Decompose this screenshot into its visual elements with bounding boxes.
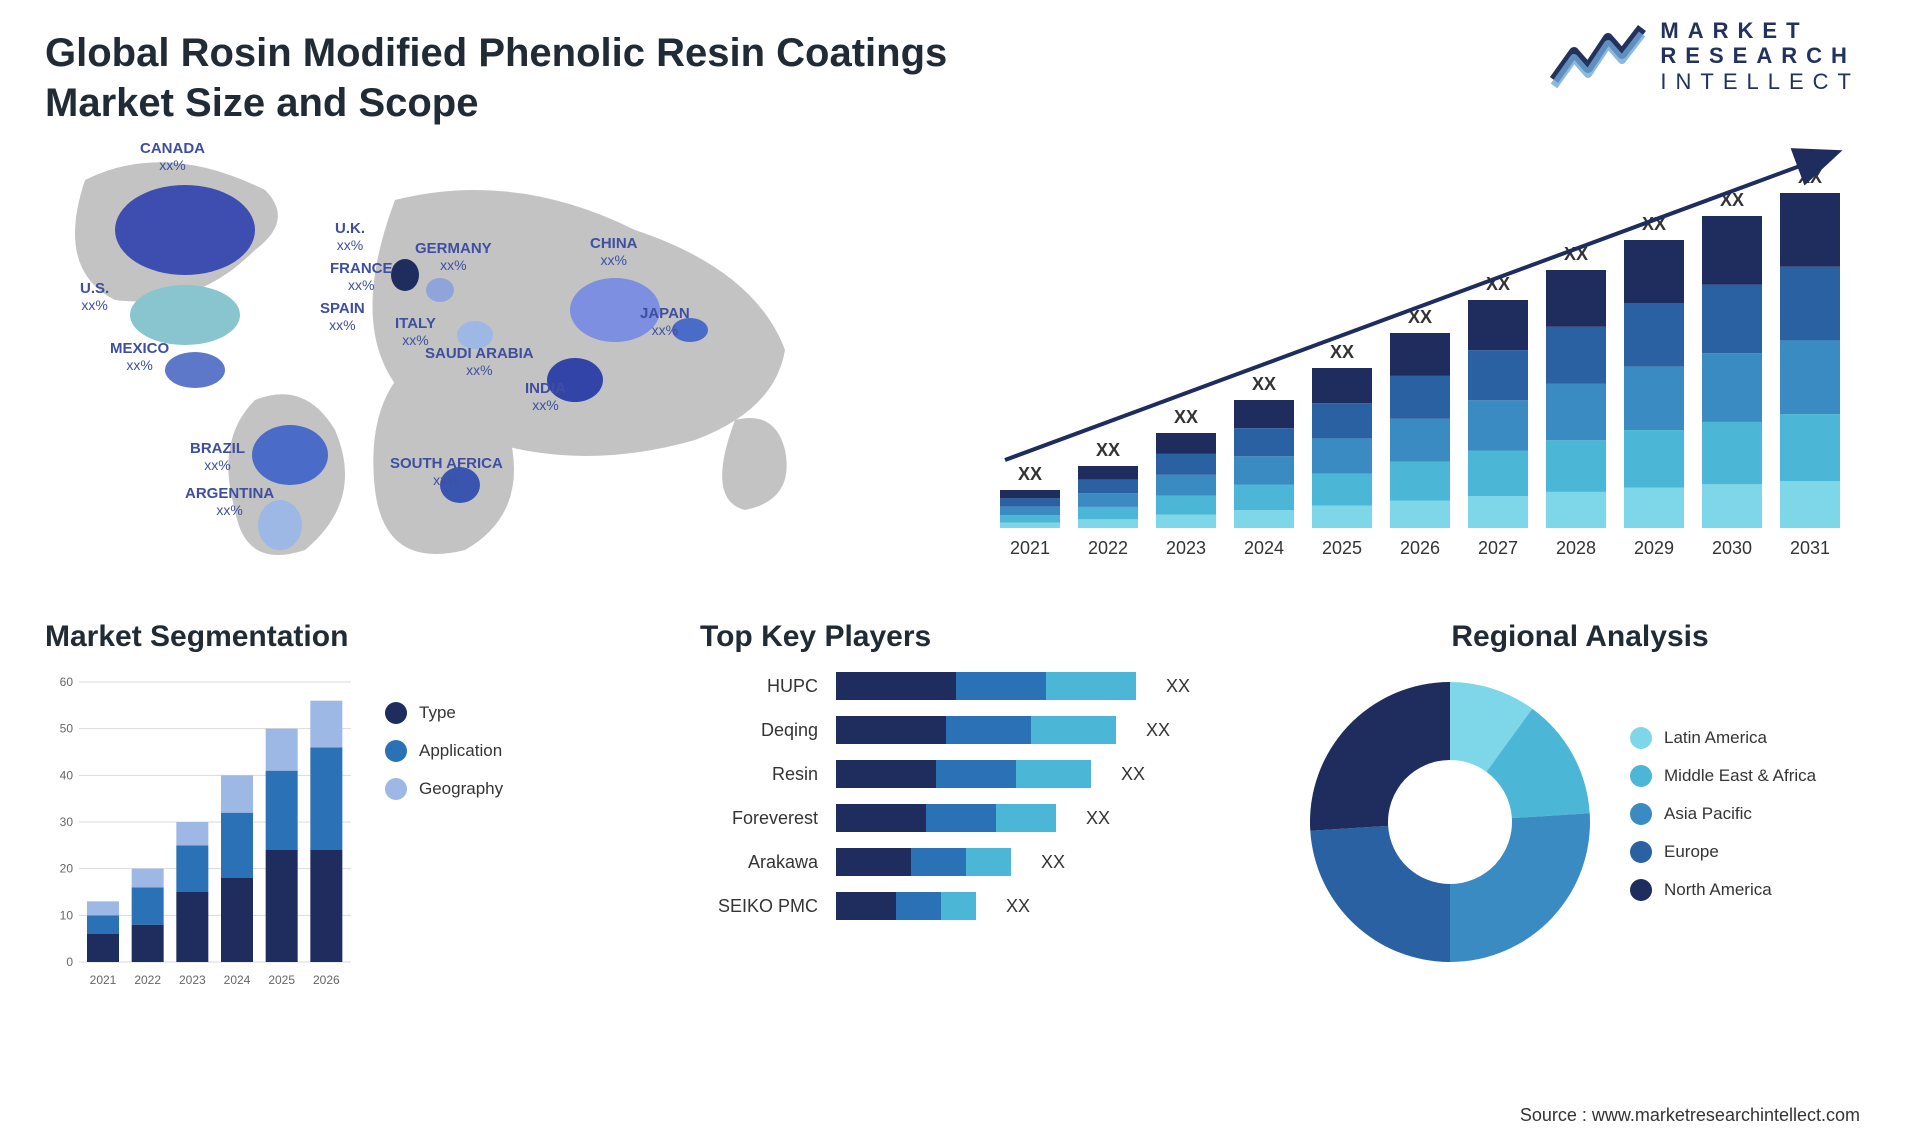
svg-text:2026: 2026 xyxy=(313,973,340,987)
svg-text:2028: 2028 xyxy=(1556,538,1596,558)
svg-text:50: 50 xyxy=(60,722,74,736)
segmentation-chart: 0 10 20 30 40 50 60 2021 2022 2023 2024 2025 2026 xyxy=(45,672,355,992)
svg-text:2024: 2024 xyxy=(1244,538,1284,558)
regional-title: Regional Analysis xyxy=(1300,620,1860,654)
svg-text:2023: 2023 xyxy=(179,973,206,987)
svg-text:2027: 2027 xyxy=(1478,538,1518,558)
segmentation-legend: Type Application Geography xyxy=(385,672,503,992)
legend-item: Asia Pacific xyxy=(1630,803,1816,825)
country-label: SPAINxx% xyxy=(320,300,365,333)
svg-text:10: 10 xyxy=(60,908,74,922)
country-label: FRANCExx% xyxy=(330,260,393,293)
svg-text:2023: 2023 xyxy=(1166,538,1206,558)
svg-text:2022: 2022 xyxy=(134,973,161,987)
segmentation-panel: Market Segmentation 0 10 20 30 40 50 60 2021 202… xyxy=(45,620,535,992)
country-label: U.K.xx% xyxy=(335,220,365,253)
svg-text:2021: 2021 xyxy=(90,973,117,987)
legend-item: Application xyxy=(385,740,503,762)
svg-text:2030: 2030 xyxy=(1712,538,1752,558)
svg-text:2021: 2021 xyxy=(1010,538,1050,558)
players-panel: Top Key Players HUPCXX DeqingXX ResinXX For… xyxy=(700,620,1240,936)
legend-item: Europe xyxy=(1630,841,1816,863)
svg-text:XX: XX xyxy=(1330,342,1354,362)
svg-text:2026: 2026 xyxy=(1400,538,1440,558)
page-title: Global Rosin Modified Phenolic Resin Coa… xyxy=(45,28,985,128)
country-label: ARGENTINAxx% xyxy=(185,485,274,518)
svg-text:2025: 2025 xyxy=(1322,538,1362,558)
svg-text:XX: XX xyxy=(1018,464,1042,484)
world-map-panel: CANADAxx% U.S.xx%MEXICOxx% BRAZILxx% ARGENT… xyxy=(45,140,865,570)
legend-item: Middle East & Africa xyxy=(1630,765,1816,787)
svg-text:2025: 2025 xyxy=(268,973,295,987)
svg-text:40: 40 xyxy=(60,768,74,782)
player-row: ArakawaXX xyxy=(700,848,1240,876)
players-chart: HUPCXX DeqingXX ResinXX ForeverestXX Arakawa… xyxy=(700,672,1240,920)
country-label: U.S.xx% xyxy=(80,280,109,313)
country-label: ITALYxx% xyxy=(395,315,436,348)
svg-text:XX: XX xyxy=(1096,440,1120,460)
svg-text:2024: 2024 xyxy=(224,973,251,987)
svg-text:2022: 2022 xyxy=(1088,538,1128,558)
country-label: SOUTH AFRICAxx% xyxy=(390,455,503,488)
logo-mark-icon xyxy=(1550,24,1646,88)
svg-text:30: 30 xyxy=(60,815,74,829)
country-label: MEXICOxx% xyxy=(110,340,169,373)
country-label: INDIAxx% xyxy=(525,380,566,413)
country-label: SAUDI ARABIAxx% xyxy=(425,345,534,378)
svg-text:XX: XX xyxy=(1174,407,1198,427)
country-label: CHINAxx% xyxy=(590,235,638,268)
brand-logo: MARKET RESEARCH INTELLECT xyxy=(1550,18,1860,94)
player-row: ResinXX xyxy=(700,760,1240,788)
logo-text: MARKET RESEARCH INTELLECT xyxy=(1660,18,1860,94)
segmentation-title: Market Segmentation xyxy=(45,620,535,654)
country-label: JAPANxx% xyxy=(640,305,690,338)
regional-legend: Latin America Middle East & Africa Asia Pa… xyxy=(1630,727,1816,917)
player-row: DeqingXX xyxy=(700,716,1240,744)
regional-donut-chart xyxy=(1300,672,1600,972)
svg-text:2029: 2029 xyxy=(1634,538,1674,558)
growth-bar-chart: XX2021XX2022XX2023XX2024XX2025XX2026XX20… xyxy=(980,148,1860,568)
legend-item: Type xyxy=(385,702,503,724)
svg-text:20: 20 xyxy=(60,862,74,876)
svg-text:XX: XX xyxy=(1798,167,1822,187)
player-row: SEIKO PMCXX xyxy=(700,892,1240,920)
svg-text:0: 0 xyxy=(66,955,73,969)
player-row: ForeverestXX xyxy=(700,804,1240,832)
legend-item: Latin America xyxy=(1630,727,1816,749)
svg-text:60: 60 xyxy=(60,675,74,689)
legend-item: North America xyxy=(1630,879,1816,901)
country-label: BRAZILxx% xyxy=(190,440,245,473)
country-label: GERMANYxx% xyxy=(415,240,492,273)
player-row: HUPCXX xyxy=(700,672,1240,700)
source-attribution: Source : www.marketresearchintellect.com xyxy=(1520,1105,1860,1126)
svg-text:2031: 2031 xyxy=(1790,538,1830,558)
legend-item: Geography xyxy=(385,778,503,800)
svg-text:XX: XX xyxy=(1252,374,1276,394)
country-label: CANADAxx% xyxy=(140,140,205,173)
players-title: Top Key Players xyxy=(700,620,1240,654)
regional-panel: Regional Analysis Latin America Middle Ea… xyxy=(1300,620,1860,972)
